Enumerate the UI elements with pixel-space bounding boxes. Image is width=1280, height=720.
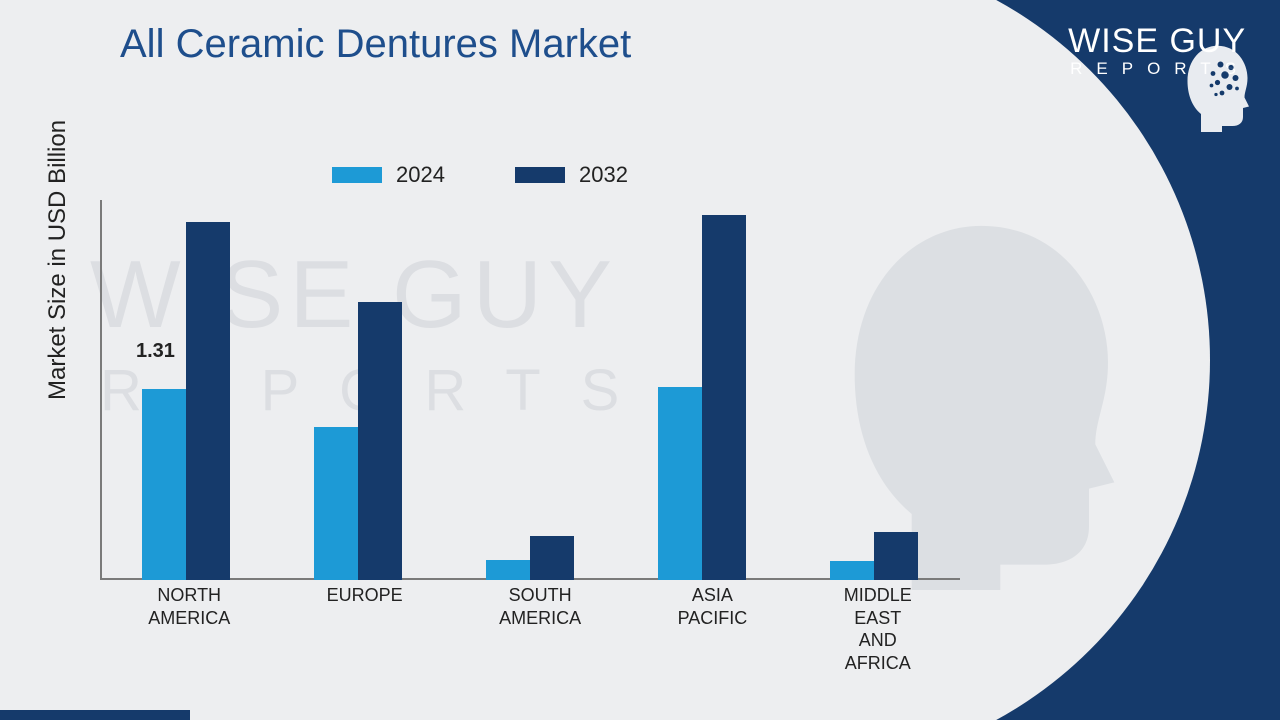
y-axis-label: Market Size in USD Billion xyxy=(44,120,72,400)
bar-group xyxy=(486,536,574,580)
bar xyxy=(658,387,702,580)
legend-label: 2032 xyxy=(579,162,628,188)
bar-group xyxy=(830,532,918,580)
bar-groups-container: 1.31 xyxy=(100,200,960,580)
bar-group xyxy=(314,302,402,580)
x-axis-labels: NORTH AMERICA EUROPE SOUTH AMERICA ASIA PAC… xyxy=(100,584,960,674)
x-axis-category-label: EUROPE xyxy=(327,584,403,674)
chart-legend: 2024 2032 xyxy=(0,162,960,188)
brand-logo: WISE GUY REPORTS xyxy=(1068,24,1250,77)
bar xyxy=(186,222,230,580)
bar xyxy=(702,215,746,580)
bar-group xyxy=(658,215,746,580)
bar xyxy=(830,561,874,580)
chart-title: All Ceramic Dentures Market xyxy=(120,22,631,67)
brand-head-icon xyxy=(1176,42,1256,132)
bar xyxy=(874,532,918,580)
legend-swatch xyxy=(515,167,565,183)
legend-item: 2032 xyxy=(515,162,628,188)
bar xyxy=(486,560,530,580)
x-axis-category-label: MIDDLE EAST AND AFRICA xyxy=(844,584,912,674)
bar xyxy=(358,302,402,580)
chart-plot-area: 1.31 xyxy=(100,200,960,580)
x-axis-category-label: ASIA PACIFIC xyxy=(678,584,748,674)
legend-item: 2024 xyxy=(332,162,445,188)
bar xyxy=(314,427,358,580)
bar xyxy=(530,536,574,580)
footer-accent-bar xyxy=(0,710,190,720)
bar xyxy=(142,389,186,580)
bar-value-label: 1.31 xyxy=(136,340,175,363)
page-root: WISE GUY REPORTS All Ceramic Dentures Ma… xyxy=(0,0,1280,720)
legend-swatch xyxy=(332,167,382,183)
x-axis-category-label: NORTH AMERICA xyxy=(148,584,230,674)
x-axis-category-label: SOUTH AMERICA xyxy=(499,584,581,674)
bar-group: 1.31 xyxy=(142,222,230,580)
legend-label: 2024 xyxy=(396,162,445,188)
